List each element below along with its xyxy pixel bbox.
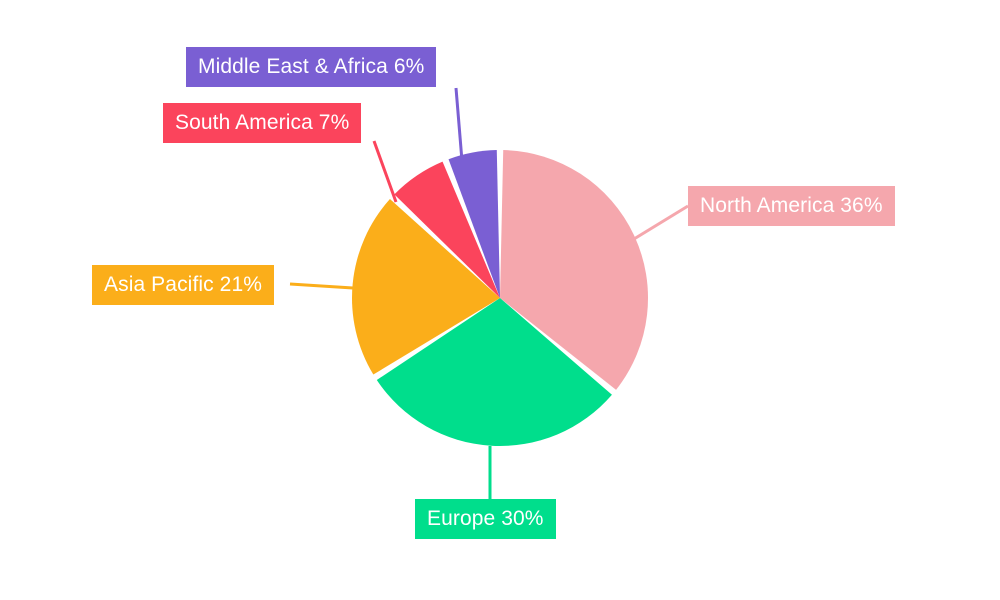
leader-lines-group <box>289 87 689 499</box>
slice-label-south-america[interactable]: South America 7% <box>163 103 362 143</box>
pie-slices-group <box>351 150 649 446</box>
pie-slice-north-america[interactable] <box>500 150 649 390</box>
slice-label-north-america[interactable]: North America 36% <box>688 186 895 226</box>
leader-line-north-america <box>633 204 689 241</box>
leader-line-middle-east-africa <box>454 87 464 162</box>
slice-label-middle-east-africa[interactable]: Middle East & Africa 6% <box>186 47 437 87</box>
leader-line-south-america <box>372 140 398 203</box>
pie-slice-south-america[interactable] <box>394 161 500 298</box>
leader-line-asia-pacific <box>289 282 354 290</box>
pie-slice-middle-east-africa[interactable] <box>448 150 500 298</box>
pie-slice-europe[interactable] <box>376 298 612 446</box>
slice-label-europe[interactable]: Europe 30% <box>415 499 556 539</box>
pie-slice-asia-pacific[interactable] <box>351 199 500 375</box>
slice-label-asia-pacific[interactable]: Asia Pacific 21% <box>92 265 275 305</box>
